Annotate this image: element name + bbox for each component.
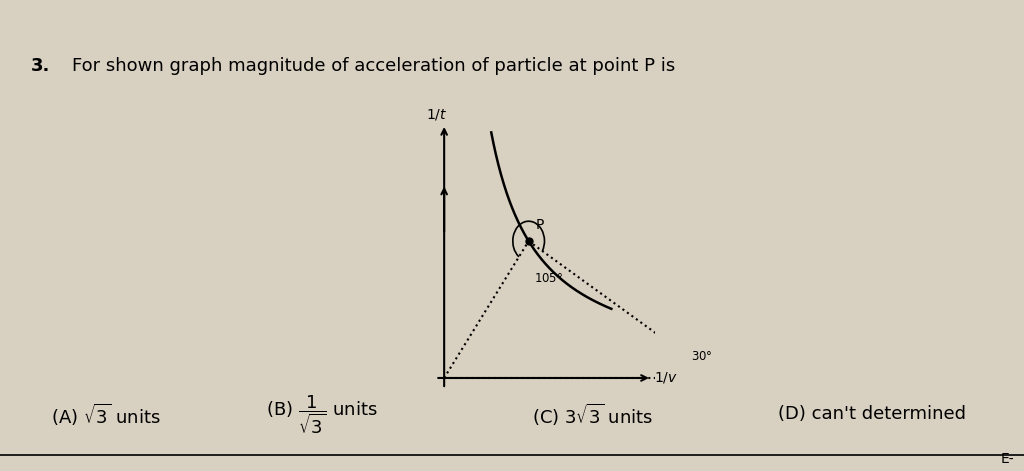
Text: $1/v$: $1/v$	[653, 371, 678, 385]
Text: E-: E-	[1000, 452, 1014, 466]
Text: For shown graph magnitude of acceleration of particle at point P is: For shown graph magnitude of acceleratio…	[72, 57, 675, 74]
Text: P: P	[536, 218, 544, 232]
Text: (B) $\dfrac{1}{\sqrt{3}}$ units: (B) $\dfrac{1}{\sqrt{3}}$ units	[266, 393, 378, 436]
Text: 3.: 3.	[31, 57, 50, 74]
Text: (D) can't determined: (D) can't determined	[778, 406, 967, 423]
Text: (C) $3\sqrt{3}$ units: (C) $3\sqrt{3}$ units	[532, 401, 653, 428]
Text: $1/t$: $1/t$	[426, 107, 447, 122]
Text: (A) $\sqrt{3}$ units: (A) $\sqrt{3}$ units	[51, 401, 161, 428]
Text: $30°$: $30°$	[690, 349, 713, 363]
Text: $105°$: $105°$	[534, 272, 563, 285]
